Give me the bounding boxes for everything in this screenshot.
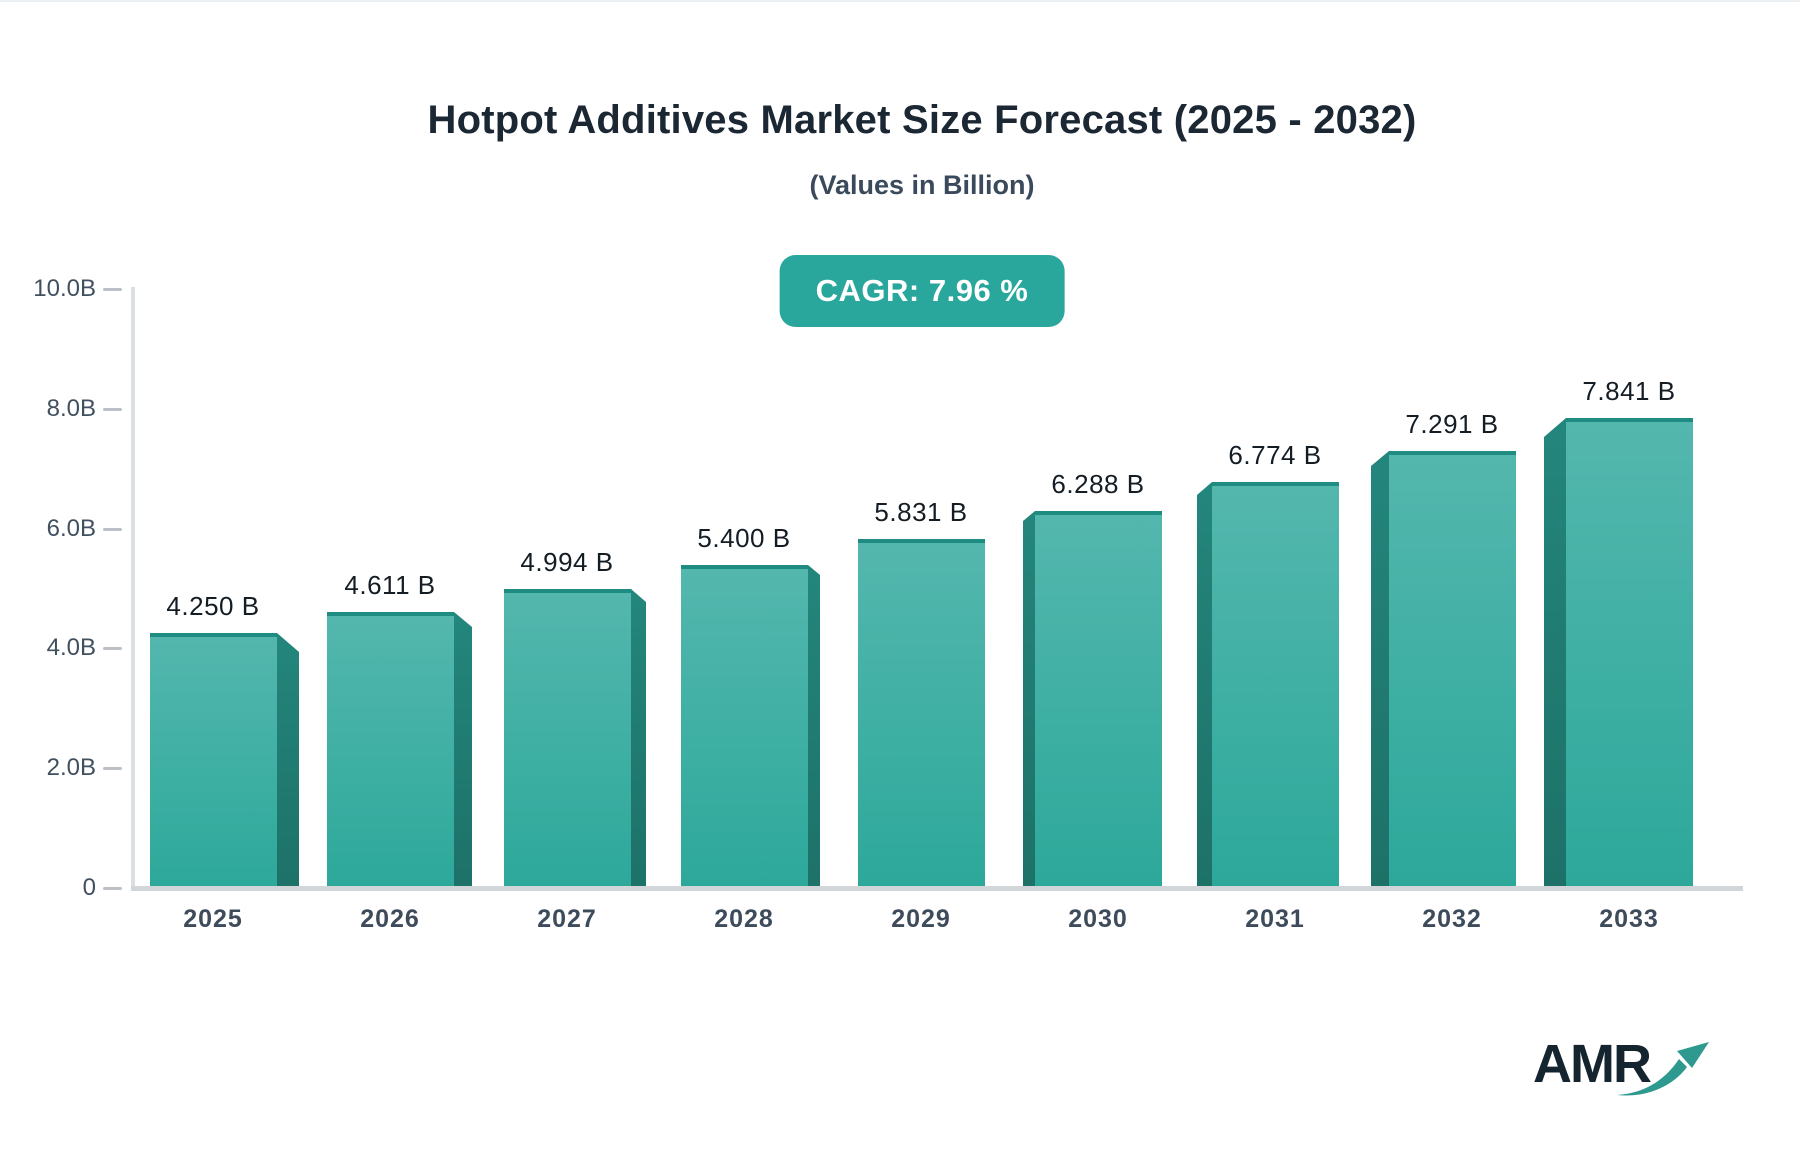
bar-value-label: 4.611 B bbox=[344, 570, 436, 600]
bar-value-label: 6.288 B bbox=[1051, 469, 1145, 499]
bar bbox=[327, 612, 454, 890]
cagr-badge: CAGR: 7.96 % bbox=[779, 255, 1065, 327]
y-axis-line bbox=[131, 287, 135, 891]
bar bbox=[1212, 482, 1339, 890]
y-axis-tick-mark bbox=[103, 528, 122, 531]
bar-side-face bbox=[1197, 482, 1212, 890]
y-axis-tick-label: 0 bbox=[82, 874, 96, 901]
bar bbox=[1389, 451, 1516, 890]
y-axis-tick-mark bbox=[103, 408, 122, 411]
x-axis-category-label: 2026 bbox=[360, 905, 420, 933]
x-axis-baseline bbox=[131, 886, 1743, 891]
bar-value-label: 4.994 B bbox=[520, 547, 614, 577]
bar-side-face bbox=[808, 565, 820, 890]
bar-side-face bbox=[1371, 451, 1389, 890]
y-axis-tick-mark bbox=[103, 647, 122, 650]
bar-side-face bbox=[454, 612, 472, 890]
bar-value-label: 5.831 B bbox=[874, 497, 968, 527]
bar-side-face bbox=[1544, 418, 1566, 890]
bar-value-label: 6.774 B bbox=[1228, 440, 1322, 470]
amr-logo-text: AMR bbox=[1533, 1034, 1652, 1094]
bar bbox=[1035, 511, 1162, 890]
y-axis-tick-mark bbox=[103, 288, 122, 291]
x-axis-category-label: 2028 bbox=[714, 905, 774, 933]
bar-value-label: 5.400 B bbox=[697, 523, 791, 553]
y-axis-tick-label: 6.0B bbox=[46, 515, 96, 542]
y-axis-tick-label: 8.0B bbox=[46, 395, 96, 422]
y-axis-tick-label: 10.0B bbox=[33, 275, 96, 302]
x-axis-category-label: 2027 bbox=[537, 905, 597, 933]
bar-side-face bbox=[277, 633, 299, 890]
y-axis-tick-label: 2.0B bbox=[46, 754, 96, 781]
amr-logo-arrow-icon bbox=[1617, 1042, 1709, 1096]
chart-subtitle: (Values in Billion) bbox=[809, 170, 1035, 200]
x-axis-category-label: 2030 bbox=[1068, 905, 1128, 933]
amr-logo: AMR bbox=[1533, 1034, 1723, 1120]
bar bbox=[1566, 418, 1693, 890]
y-axis-tick-mark bbox=[103, 887, 122, 890]
x-axis-category-label: 2029 bbox=[891, 905, 951, 933]
x-axis-category-label: 2032 bbox=[1422, 905, 1482, 933]
bar bbox=[681, 565, 808, 890]
y-axis-tick-label: 4.0B bbox=[46, 634, 96, 661]
x-axis-category-label: 2033 bbox=[1599, 905, 1659, 933]
y-axis-tick-mark bbox=[103, 767, 122, 770]
bar-value-label: 7.291 B bbox=[1405, 409, 1499, 439]
bar-side-face bbox=[631, 589, 646, 890]
bar bbox=[150, 633, 277, 890]
bar-side-face bbox=[1023, 511, 1035, 890]
x-axis-category-label: 2025 bbox=[183, 905, 243, 933]
bar-value-label: 4.250 B bbox=[166, 591, 260, 621]
bar bbox=[858, 539, 985, 890]
bar-value-label: 7.841 B bbox=[1582, 376, 1676, 406]
bar bbox=[504, 589, 631, 890]
chart-title: Hotpot Additives Market Size Forecast (2… bbox=[427, 98, 1417, 142]
x-axis-category-label: 2031 bbox=[1245, 905, 1305, 933]
